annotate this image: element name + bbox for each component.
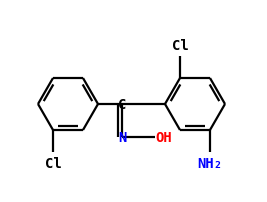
Text: Cl: Cl (172, 39, 189, 53)
Text: Cl: Cl (45, 156, 61, 170)
Text: C: C (118, 98, 126, 112)
Text: NH₂: NH₂ (197, 156, 223, 170)
Text: OH: OH (155, 130, 172, 144)
Text: N: N (118, 130, 126, 144)
